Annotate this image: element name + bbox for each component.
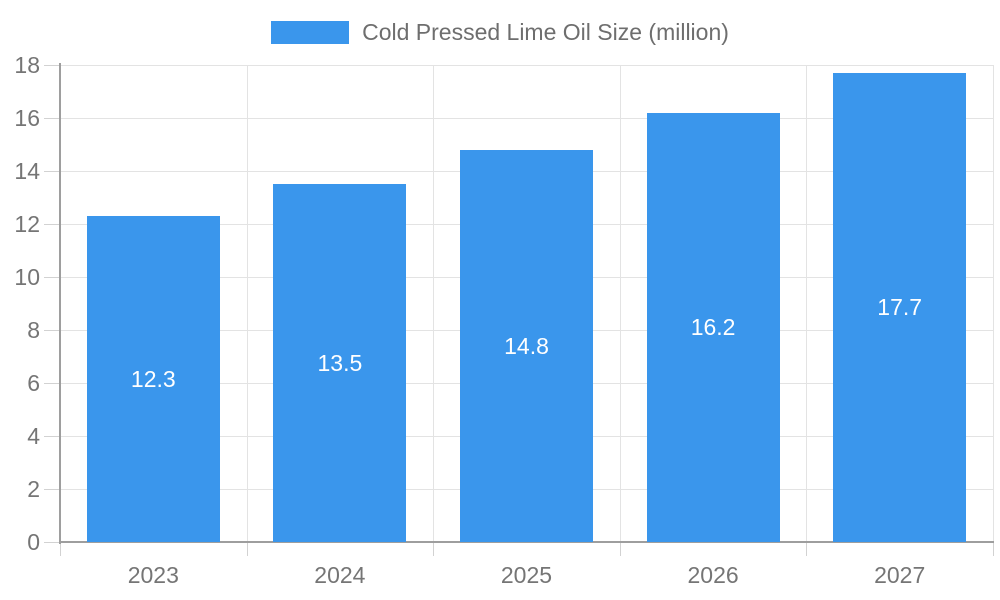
- x-axis-tick: [433, 542, 435, 556]
- bar-2024[interactable]: 13.5: [273, 184, 407, 542]
- x-tick-label: 2025: [500, 562, 553, 588]
- bar-2023[interactable]: 12.3: [86, 216, 220, 542]
- bar-value-label: 16.2: [690, 314, 736, 341]
- x-gridline: [619, 65, 621, 542]
- y-axis-tick: [44, 383, 60, 384]
- x-axis-tick: [619, 542, 621, 556]
- x-axis-line: [59, 541, 994, 543]
- y-axis-tick: [44, 171, 60, 172]
- y-axis-tick: [44, 330, 60, 331]
- y-gridline: [60, 118, 993, 119]
- x-tick-label: 2023: [127, 562, 179, 588]
- y-axis-tick: [44, 542, 60, 543]
- x-axis-tick: [60, 542, 61, 556]
- legend-swatch-icon: [271, 20, 350, 44]
- y-gridline: [60, 65, 993, 66]
- chart-legend[interactable]: Cold Pressed Lime Oil Size (million): [0, 18, 1000, 46]
- y-axis-line: [59, 63, 61, 544]
- legend-label: Cold Pressed Lime Oil Size (million): [362, 18, 729, 45]
- bar-value-label: 12.3: [130, 366, 176, 393]
- y-tick-label: 18: [14, 52, 40, 78]
- y-axis-tick: [44, 436, 60, 437]
- bar-2025[interactable]: 14.8: [460, 149, 593, 542]
- x-axis-tick: [806, 542, 808, 556]
- x-gridline: [246, 65, 248, 542]
- y-axis-tick: [44, 65, 60, 66]
- y-tick-label: 6: [27, 370, 40, 396]
- y-tick-label: 2: [27, 476, 40, 502]
- y-tick-label: 14: [14, 158, 40, 184]
- x-gridline: [806, 65, 808, 542]
- bar-value-label: 14.8: [504, 332, 549, 359]
- y-tick-label: 4: [27, 423, 40, 449]
- bar-value-label: 13.5: [317, 350, 363, 377]
- y-axis-tick: [44, 277, 60, 278]
- x-axis-tick: [993, 542, 994, 556]
- y-axis-tick: [44, 118, 60, 119]
- x-gridline: [433, 65, 435, 542]
- y-tick-label: 16: [14, 105, 40, 131]
- bar-2026[interactable]: 16.2: [646, 112, 780, 542]
- y-tick-label: 8: [27, 317, 40, 343]
- y-tick-label: 10: [14, 264, 40, 290]
- bar-value-label: 17.7: [877, 294, 923, 321]
- x-gridline: [993, 65, 994, 542]
- y-axis-tick: [44, 224, 60, 225]
- y-tick-label: 12: [14, 211, 40, 237]
- y-tick-label: 0: [27, 529, 40, 555]
- y-axis-tick: [44, 489, 60, 490]
- x-axis-tick: [246, 542, 248, 556]
- x-tick-label: 2027: [874, 562, 926, 588]
- bar-2027[interactable]: 17.7: [833, 72, 967, 542]
- x-tick-label: 2024: [314, 562, 366, 588]
- x-tick-label: 2026: [687, 562, 739, 588]
